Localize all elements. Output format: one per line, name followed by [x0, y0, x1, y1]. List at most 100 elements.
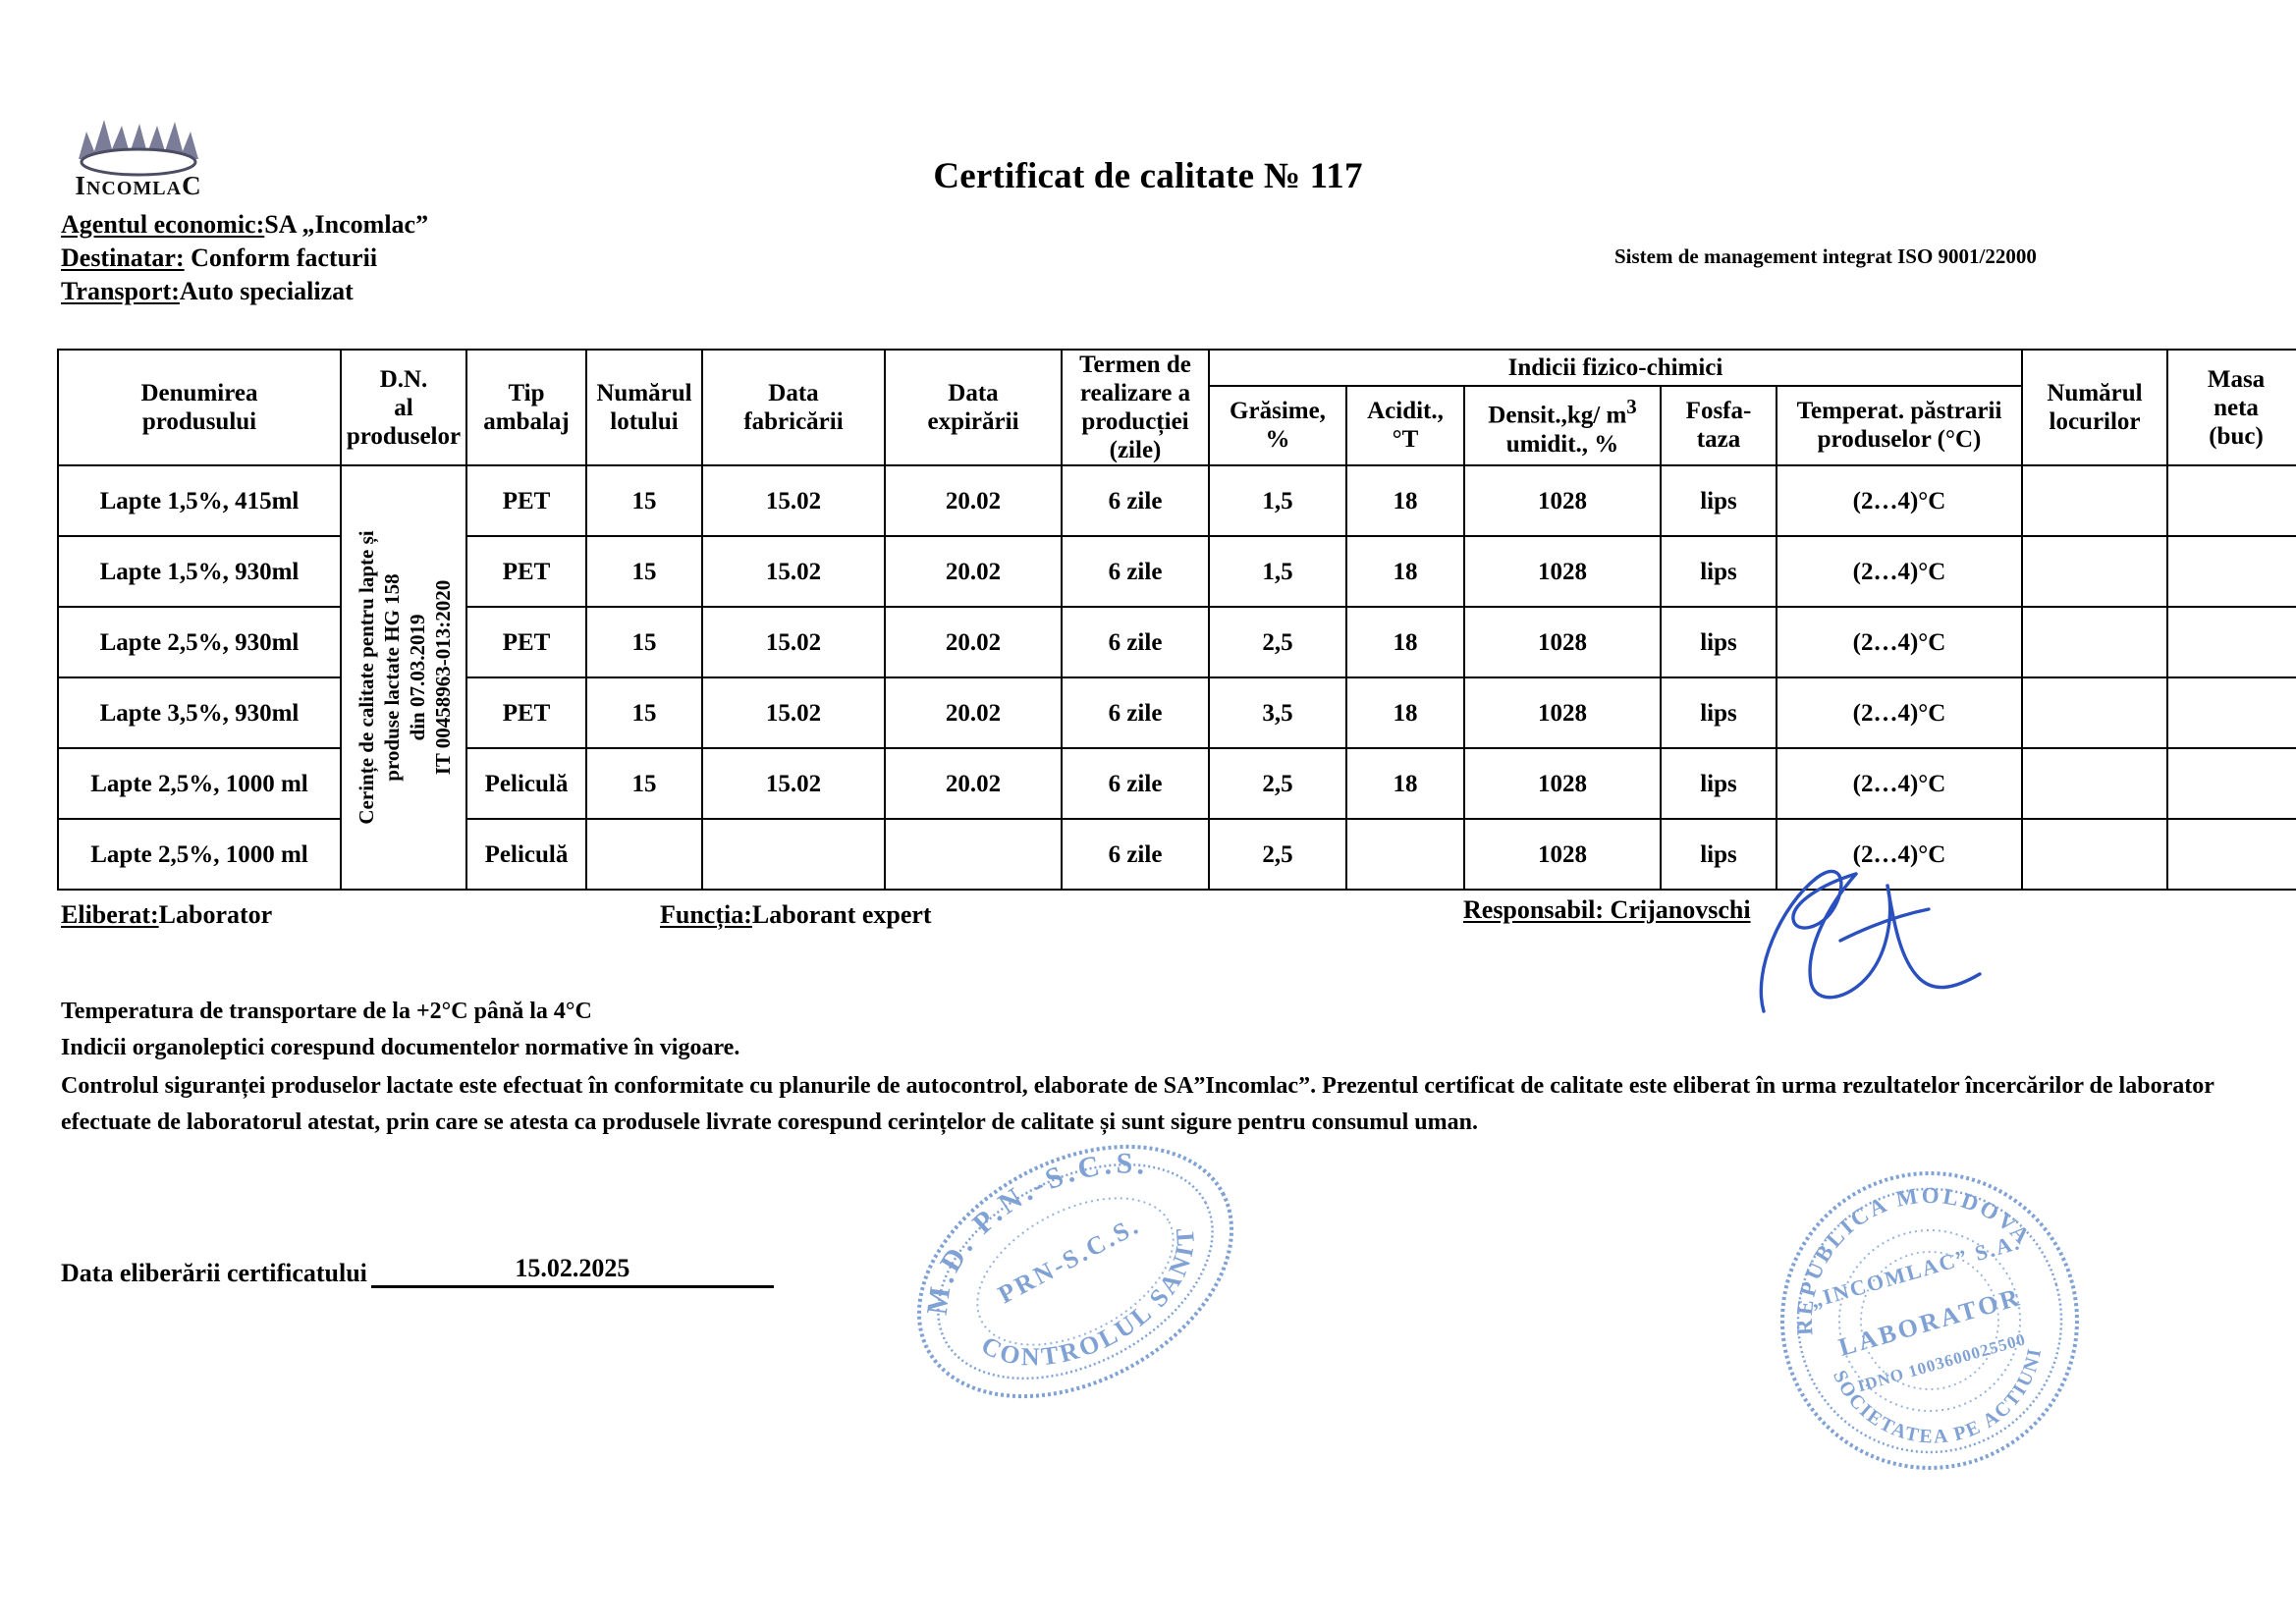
svg-text:INCOMLAC: INCOMLAC — [75, 171, 201, 200]
col-header-term-l3: producției — [1081, 408, 1189, 435]
cell-temperatura: (2…4)°C — [1775, 747, 2024, 820]
cell-temperatura: (2…4)°C — [1775, 535, 2024, 608]
cell-aciditate: 18 — [1345, 676, 1465, 749]
dn-line-2: produse lactate HG 158 — [380, 573, 404, 782]
col-header-term-l4: (zile) — [1109, 437, 1162, 463]
destinatar-value: Conform facturii — [184, 243, 378, 272]
eliberat-label: Eliberat: — [61, 900, 159, 929]
col-header-denumirea-l2: produsului — [141, 408, 257, 435]
cell-termen: 6 zile — [1061, 818, 1210, 891]
note-line-3: Controlul siguranței produselor lactate … — [61, 1073, 2214, 1135]
cell-densitate: 1028 — [1463, 818, 1662, 891]
cell-numarul-lotului: 15 — [585, 606, 703, 678]
cell-densitate: 1028 — [1463, 464, 1662, 537]
table-row: Lapte 2,5%, 930ml PET 15 15.02 20.02 6 z… — [57, 606, 2296, 678]
table-header-row-2: Grăsime, % Acidit., °T Densit.,kg/ m3 um… — [58, 384, 2296, 467]
destinatar-label: Destinatar: — [61, 243, 185, 272]
cell-data-expirarii: 20.02 — [884, 606, 1063, 678]
col-header-dens-text: Densit.,kg/ m — [1488, 402, 1627, 429]
col-header-denumirea-l1: Denumirea — [140, 380, 258, 406]
cell-produs: Lapte 3,5%, 930ml — [57, 676, 342, 749]
dn-line-3: din 07.03.2019 — [406, 614, 429, 741]
col-header-grasime: Grăsime, % — [1208, 384, 1347, 467]
cell-masa-neta — [2166, 606, 2296, 678]
col-header-tip-ambalaj: Tip ambalaj — [465, 349, 587, 466]
iso-note: Sistem de management integrat ISO 9001/2… — [1614, 244, 2037, 268]
cell-produs: Lapte 2,5%, 930ml — [57, 606, 342, 678]
eliberat-block: Eliberat:Laborator — [61, 900, 272, 930]
cell-tip-ambalaj: PET — [465, 676, 587, 749]
agent-economic-label: Agentul economic: — [61, 210, 265, 239]
cell-tip-ambalaj: Peliculă — [465, 818, 587, 891]
table-row: Lapte 1,5%, 415ml Cerințe de calitate pe… — [57, 464, 2296, 891]
table-row: Lapte 3,5%, 930ml PET 15 15.02 20.02 6 z… — [57, 676, 2296, 749]
cell-produs: Lapte 1,5%, 930ml — [57, 535, 342, 608]
notes-block: Temperatura de transportare de la +2°C p… — [61, 994, 2236, 1141]
col-header-acid-l1: Acidit., — [1367, 398, 1444, 425]
cell-data-fabricarii: 15.02 — [701, 676, 886, 749]
sanitary-vet-stamp: M.D. P.N.-S.C.S. CONTROLUL SANITAR-VET P… — [793, 1048, 1286, 1453]
col-header-loc-l2: locurilor — [2049, 408, 2141, 435]
cell-data-expirarii: 20.02 — [884, 676, 1063, 749]
cell-masa-neta — [2166, 676, 2296, 749]
products-table: Denumirea produsului D.N. al produselor … — [57, 349, 2296, 891]
cell-numarul-locurilor — [2021, 747, 2169, 820]
cell-numarul-locurilor — [2021, 676, 2169, 749]
col-header-data-expirarii: Data expirării — [884, 349, 1063, 466]
col-header-termen: Termen de realizare a producției (zile) — [1061, 349, 1210, 466]
destinatar-row: Destinatar: Conform facturii — [61, 242, 428, 275]
col-header-dens-sup: 3 — [1626, 395, 1637, 419]
cell-tip-ambalaj: Peliculă — [465, 747, 587, 820]
svg-text:LABORATOR: LABORATOR — [1835, 1282, 2025, 1362]
date-issued-value: 15.02.2025 — [370, 1254, 774, 1288]
col-header-exp-l2: expirării — [927, 408, 1019, 435]
dn-line-4: IT 00458963-013:2020 — [431, 579, 455, 776]
agent-economic-value: SA „Incomlac” — [264, 210, 429, 239]
col-header-grasime-l2: % — [1265, 426, 1290, 454]
svg-text:PRN-S.C.S.: PRN-S.C.S. — [994, 1211, 1145, 1309]
col-header-fosf-l2: taza — [1696, 426, 1741, 454]
cell-data-fabricarii — [701, 818, 886, 891]
cell-temperatura: (2…4)°C — [1775, 676, 2024, 749]
svg-text:CONTROLUL SANITAR-VET: CONTROLUL SANITAR-VET — [864, 1109, 1231, 1434]
col-header-grasime-l1: Grăsime, — [1230, 398, 1326, 425]
table-head: Denumirea produsului D.N. al produselor … — [57, 349, 2296, 467]
table-row: Lapte 2,5%, 1000 ml Peliculă 6 zile 2,5 … — [57, 818, 2296, 891]
cell-produs: Lapte 1,5%, 415ml — [57, 464, 342, 537]
col-header-fosf-l1: Fosfa- — [1685, 398, 1752, 425]
incomlac-logo: INCOMLAC — [61, 108, 218, 201]
cell-termen: 6 zile — [1061, 606, 1210, 678]
cell-numarul-lotului: 15 — [585, 747, 703, 820]
cell-grasime: 3,5 — [1208, 676, 1347, 749]
cell-fosfataza: lips — [1660, 535, 1777, 608]
cell-data-expirarii: 20.02 — [884, 535, 1063, 608]
eliberat-value: Laborator — [158, 900, 273, 929]
cell-numarul-locurilor — [2021, 535, 2169, 608]
col-header-masa-neta: Masa neta (buc) — [2166, 349, 2296, 466]
transport-label: Transport: — [61, 277, 180, 305]
col-header-dn-l1: D.N. — [379, 365, 428, 393]
cell-data-fabricarii: 15.02 — [701, 606, 886, 678]
dn-rotated-text: Cerințe de calitate pentru lapte și prod… — [342, 466, 467, 889]
cell-densitate: 1028 — [1463, 606, 1662, 678]
col-header-indicii-group: Indicii fizico-chimici — [1207, 349, 2024, 387]
col-header-term-l2: realizare a — [1079, 380, 1191, 406]
col-header-lot-l1: Numărul — [596, 380, 692, 406]
col-header-masa-l2: neta — [2214, 394, 2259, 421]
cell-masa-neta — [2166, 818, 2296, 891]
col-header-aciditate: Acidit., °T — [1345, 384, 1465, 467]
cell-termen: 6 zile — [1061, 676, 1210, 749]
cell-numarul-locurilor — [2021, 606, 2169, 678]
cell-fosfataza: lips — [1660, 747, 1777, 820]
transport-value: Auto specializat — [179, 277, 354, 305]
cell-aciditate: 18 — [1345, 747, 1465, 820]
cell-data-fabricarii: 15.02 — [701, 535, 886, 608]
cell-fosfataza: lips — [1660, 464, 1777, 537]
col-header-temp-l2: produselor (°C) — [1817, 426, 1982, 454]
col-header-masa-l1: Masa — [2207, 365, 2266, 393]
col-header-dn-l2: al — [394, 394, 413, 421]
cell-fosfataza: lips — [1660, 818, 1777, 891]
col-header-dens-l2: umidit., % — [1505, 430, 1619, 458]
cell-temperatura: (2…4)°C — [1775, 464, 2024, 537]
date-issued-block: Data eliberării certificatului 15.02.202… — [61, 1254, 774, 1288]
